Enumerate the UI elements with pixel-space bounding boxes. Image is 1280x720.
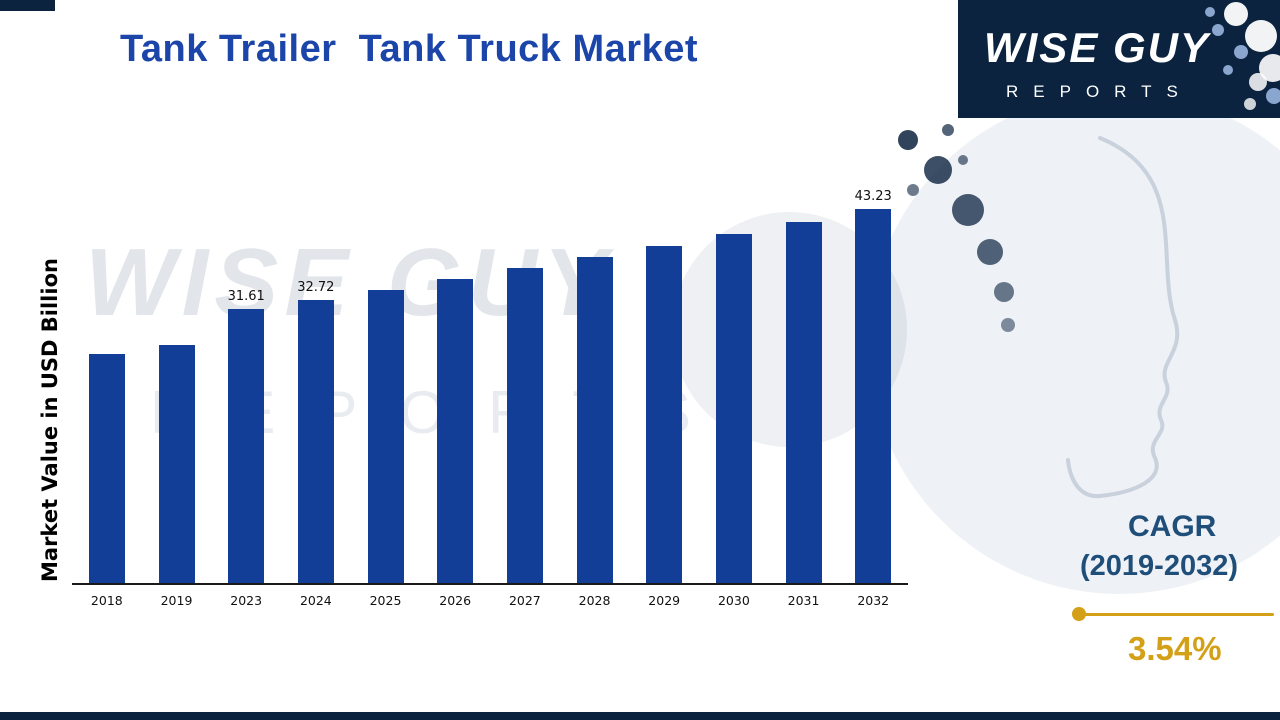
face-profile-outline-icon <box>1066 136 1180 499</box>
bar-2024 <box>297 299 334 583</box>
x-tick-2031: 2031 <box>787 593 820 608</box>
value-label-2023: 31.61 <box>227 289 265 305</box>
bar-2025 <box>367 289 404 583</box>
bar-slot-2019: 2019 <box>142 150 212 608</box>
bar-2023 <box>228 309 265 583</box>
top-left-accent-strip <box>0 0 55 11</box>
bar-2027 <box>506 268 543 583</box>
bar-2030 <box>715 233 752 583</box>
bar-2031 <box>785 221 822 583</box>
bar-slot-2029: 2029 <box>629 150 699 608</box>
bar-2019 <box>158 344 195 583</box>
bar-slot-2027: 2027 <box>490 150 560 608</box>
cagr-range: (2019-2032) <box>1080 550 1238 582</box>
logo-subtitle: REPORTS <box>1006 82 1193 101</box>
x-tick-2030: 2030 <box>717 593 750 608</box>
bar-2028 <box>576 257 613 583</box>
bar-2018 <box>88 353 125 583</box>
bar-2032 <box>855 208 892 583</box>
x-tick-2029: 2029 <box>648 593 681 608</box>
bottom-accent-bar <box>0 712 1280 720</box>
cagr-divider-dot <box>1072 607 1086 621</box>
cagr-value: 3.54% <box>1128 630 1222 667</box>
bar-slot-2025: 2025 <box>351 150 421 608</box>
x-tick-2023: 2023 <box>230 593 263 608</box>
x-tick-2024: 2024 <box>299 593 332 608</box>
bar-slot-2032: 43.23 2032 <box>838 150 908 608</box>
value-label-2024: 32.72 <box>297 279 335 295</box>
bar-slot-2026: 2026 <box>420 150 490 608</box>
bar-slot-2030: 2030 <box>699 150 769 608</box>
dot-pattern-icon <box>898 124 1015 332</box>
x-tick-2018: 2018 <box>90 593 123 608</box>
bar-slot-2031: 2031 <box>769 150 839 608</box>
bar-slot-2028: 2028 <box>560 150 630 608</box>
bar-slot-2018: 2018 <box>72 150 142 608</box>
page-title: Tank Trailer Tank Truck Market <box>120 28 698 70</box>
logo-face-dots-icon <box>1205 2 1280 110</box>
y-axis-label: Market Value in USD Billion <box>38 258 62 582</box>
logo-wordmark: WISE GUY <box>984 24 1211 71</box>
bar-chart: 2018 2019 31.61 2023 32.72 2024 2025 2026 2027 20… <box>72 150 908 608</box>
x-tick-2027: 2027 <box>508 593 541 608</box>
bar-2026 <box>437 279 474 583</box>
cagr-label: CAGR <box>1128 510 1217 543</box>
bar-slot-2023: 31.61 2023 <box>211 150 281 608</box>
value-label-2032: 43.23 <box>854 188 892 204</box>
wiseguy-logo: WISE GUY REPORTS <box>958 0 1280 118</box>
x-tick-2026: 2026 <box>439 593 472 608</box>
x-tick-2028: 2028 <box>578 593 611 608</box>
bar-slot-2024: 32.72 2024 <box>281 150 351 608</box>
x-tick-2025: 2025 <box>369 593 402 608</box>
bar-2029 <box>646 245 683 583</box>
x-tick-2019: 2019 <box>160 593 193 608</box>
cagr-divider-line <box>1080 613 1274 616</box>
x-tick-2032: 2032 <box>857 593 890 608</box>
